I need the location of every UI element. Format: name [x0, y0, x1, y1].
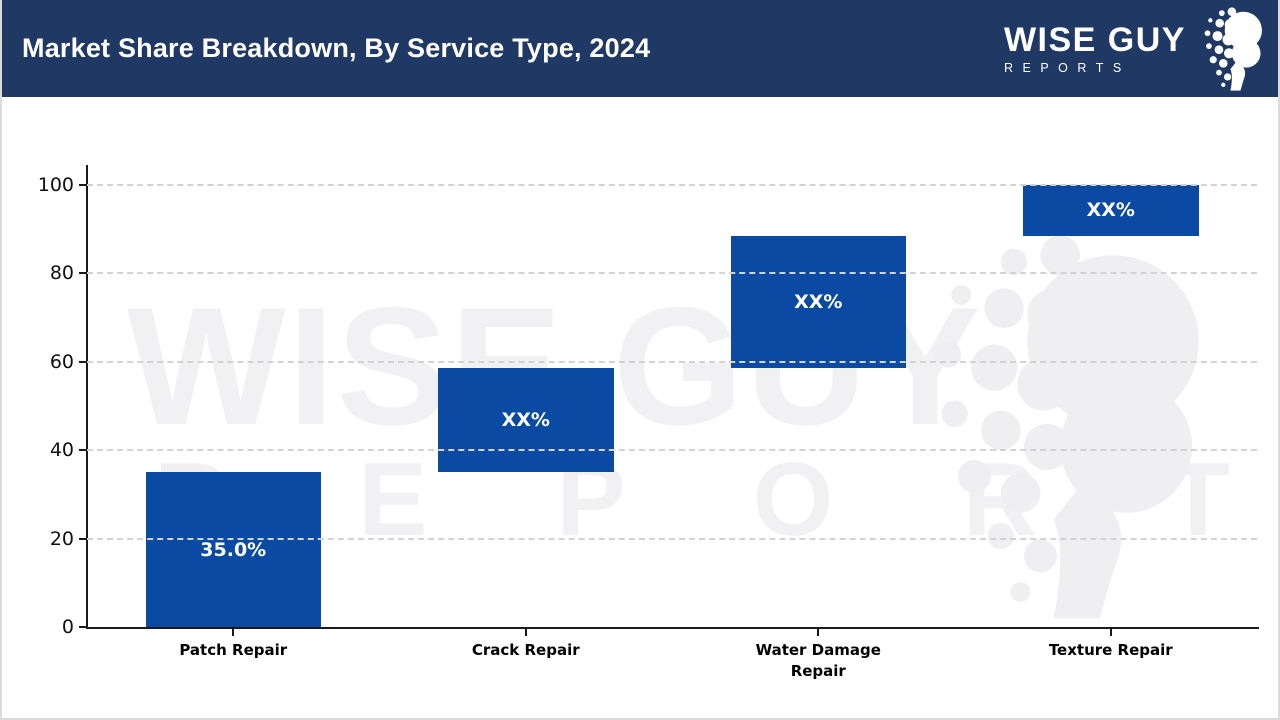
x-axis-tick: [232, 629, 235, 636]
x-axis-tick: [524, 629, 527, 636]
wise-guy-logo: WISE GUY REPORTS: [1004, 6, 1278, 92]
waterfall-bar: XX%: [438, 368, 614, 473]
waterfall-bar: XX%: [1023, 185, 1199, 236]
y-tick-label: 20: [49, 527, 74, 550]
gridline: [87, 537, 1257, 540]
bar-value-label: XX%: [794, 291, 843, 314]
header-band: Market Share Breakdown, By Service Type,…: [2, 0, 1278, 97]
y-tick-label: 100: [37, 174, 74, 196]
y-tick-label: 40: [49, 439, 74, 462]
y-tick-label: 60: [49, 350, 74, 373]
bar-value-label: 35.0%: [200, 538, 267, 561]
gridline: [87, 449, 1257, 452]
y-axis-tick: [79, 360, 87, 363]
x-axis-spine: [86, 627, 1259, 629]
waterfall-bar: XX%: [730, 235, 906, 369]
x-category-label: Texture Repair: [1048, 641, 1173, 659]
x-category-label: Crack Repair: [471, 641, 580, 659]
chart-title: Market Share Breakdown, By Service Type,…: [22, 33, 651, 63]
waterfall-bar: 35.0%: [145, 472, 321, 627]
dotted-face-logo-icon: [1204, 6, 1262, 91]
watermark-face-icon: [934, 235, 1199, 619]
y-axis-tick: [79, 626, 87, 628]
y-axis-spine: [86, 165, 88, 629]
bar-value-label: XX%: [1086, 199, 1135, 222]
gridline: [87, 184, 1257, 186]
y-axis-tick: [79, 272, 87, 275]
x-category-label: Water Damage Repair: [755, 641, 881, 680]
x-axis-tick: [1109, 629, 1112, 636]
x-category-label: Patch Repair: [179, 641, 288, 659]
bar-value-label: XX%: [501, 409, 550, 432]
x-axis-tick: [817, 629, 820, 636]
logo-wordmark: WISE GUY: [1003, 20, 1186, 59]
gridline: [87, 360, 1257, 363]
logo-text: WISE GUY REPORTS: [1004, 23, 1186, 75]
y-axis-tick: [79, 449, 87, 452]
y-axis-tick: [79, 184, 87, 186]
y-tick-label: 0: [61, 616, 74, 638]
y-tick-label: 80: [49, 262, 74, 285]
logo-subtitle: REPORTS: [1003, 60, 1131, 75]
y-axis-tick: [79, 537, 87, 540]
gridline: [87, 272, 1257, 275]
